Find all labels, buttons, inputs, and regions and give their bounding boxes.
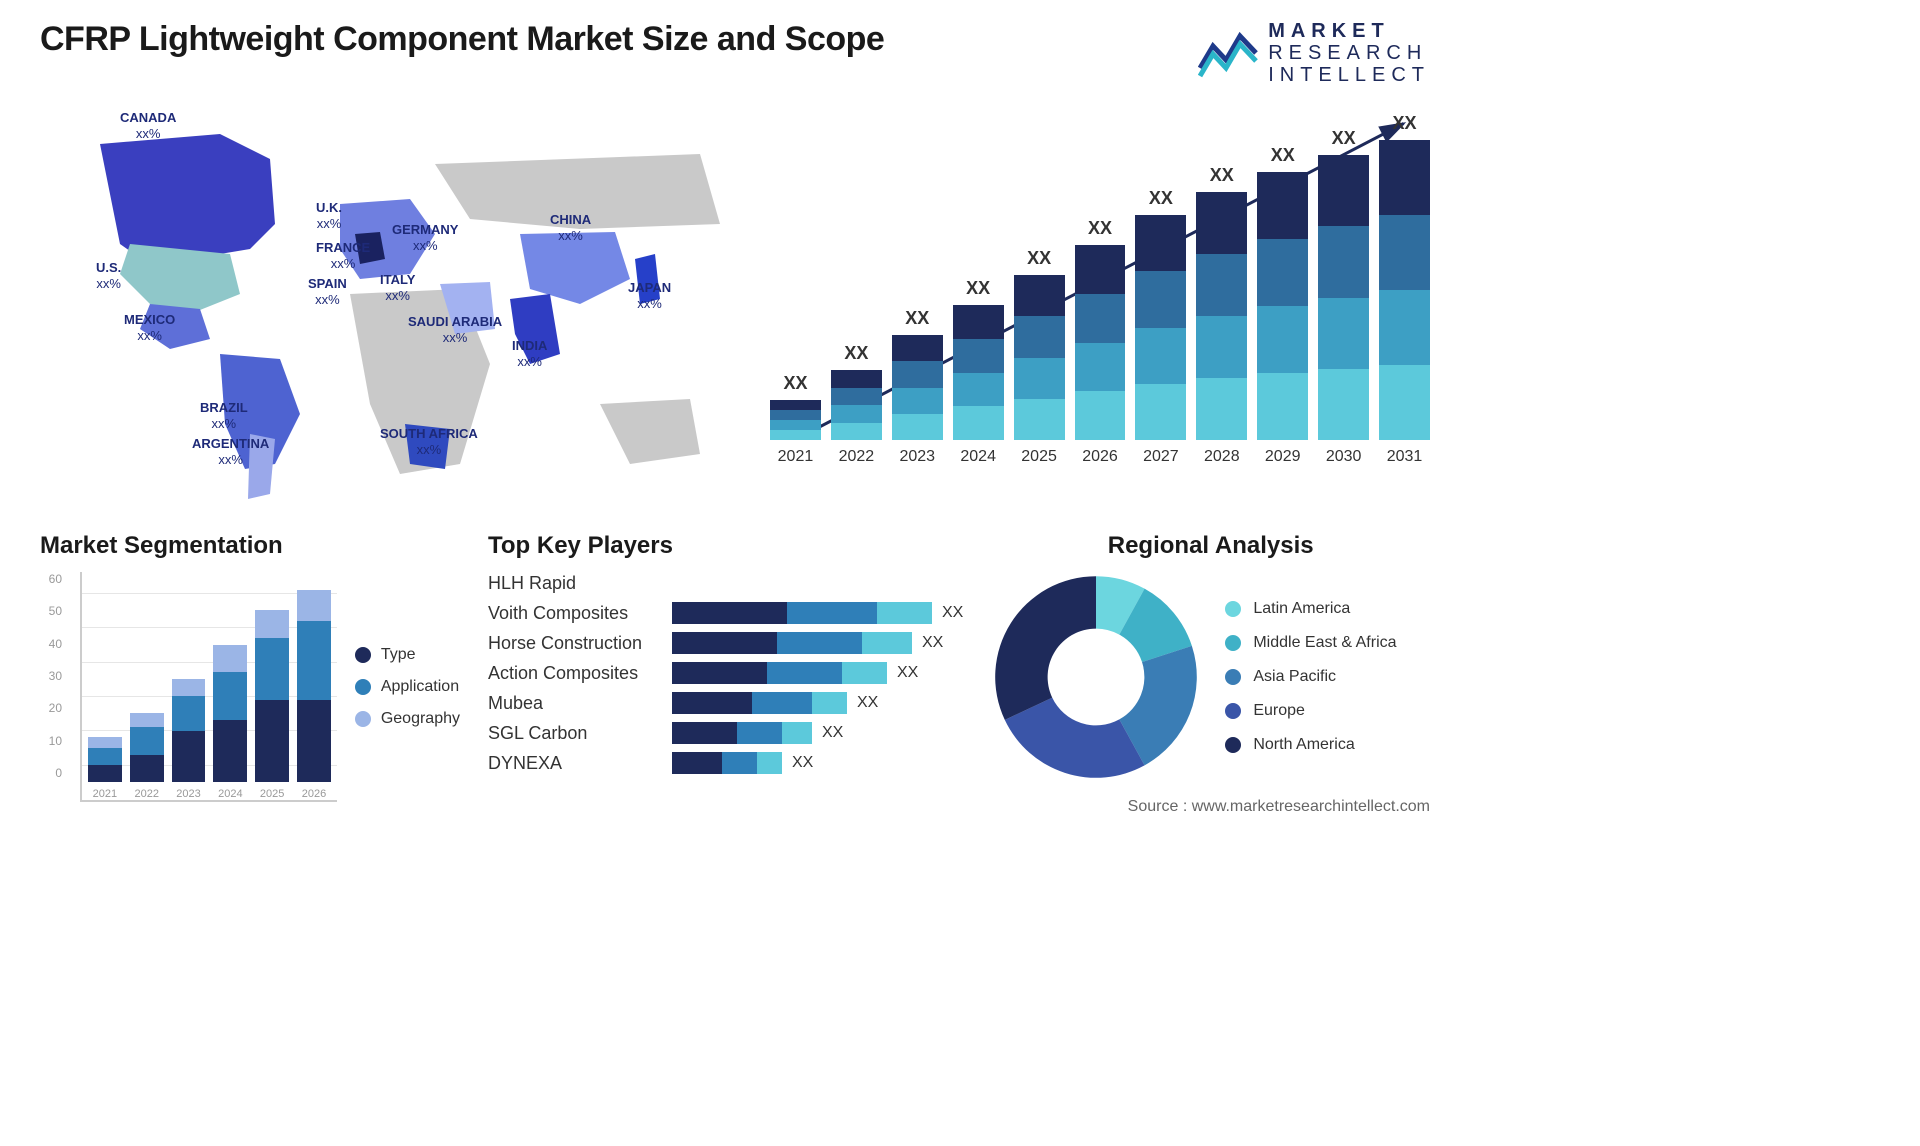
donut-slice (996, 576, 1097, 720)
legend-item: Asia Pacific (1225, 668, 1396, 686)
players-list: HLH Rapid Voith CompositesXX Horse Constru… (488, 572, 963, 774)
players-title: Top Key Players (488, 532, 963, 560)
map-label: SAUDI ARABIAxx% (408, 314, 502, 345)
map-label: CHINAxx% (550, 212, 591, 243)
segmentation-bar: 2025 (255, 610, 289, 800)
map-label: ARGENTINAxx% (192, 436, 269, 467)
source-attribution: Source : www.marketresearchintellect.com (1128, 798, 1430, 816)
growth-bar: XX2026 (1075, 218, 1126, 466)
map-label: BRAZILxx% (200, 400, 248, 431)
segmentation-bar: 2021 (88, 737, 122, 800)
player-row: Horse ConstructionXX (488, 632, 963, 654)
map-label: SPAINxx% (308, 276, 347, 307)
segmentation-bar: 2024 (213, 645, 247, 800)
growth-chart-panel: XX2021XX2022XX2023XX2024XX2025XX2026XX20… (770, 104, 1430, 494)
logo-text: MARKET RESEARCH INTELLECT (1268, 20, 1430, 86)
map-label: CANADAxx% (120, 110, 176, 141)
page-title: CFRP Lightweight Component Market Size a… (40, 20, 884, 59)
map-label: U.S.xx% (96, 260, 121, 291)
player-row: HLH Rapid (488, 572, 963, 594)
regional-title: Regional Analysis (991, 532, 1430, 560)
segmentation-panel: Market Segmentation 6050403020100 202120… (40, 532, 460, 802)
map-label: MEXICOxx% (124, 312, 175, 343)
legend-item: Type (355, 646, 460, 664)
map-label: JAPANxx% (628, 280, 671, 311)
map-label: FRANCExx% (316, 240, 370, 271)
regional-panel: Regional Analysis Latin America Middle Ea… (991, 532, 1430, 802)
map-label: ITALYxx% (380, 272, 415, 303)
map-region-au (600, 399, 700, 464)
regional-legend: Latin America Middle East & Africa Asia Pa… (1225, 600, 1396, 754)
segmentation-bar: 2022 (130, 713, 164, 800)
legend-item: Geography (355, 710, 460, 728)
map-label: INDIAxx% (512, 338, 547, 369)
legend-item: Application (355, 678, 460, 696)
growth-bar: XX2024 (953, 278, 1004, 466)
segmentation-y-axis: 6050403020100 (40, 572, 62, 802)
growth-bar: XX2028 (1196, 165, 1247, 466)
player-row: Voith CompositesXX (488, 602, 963, 624)
segmentation-legend: Type Application Geography (355, 572, 460, 802)
segmentation-bar: 2023 (172, 679, 206, 800)
world-map-panel: CANADAxx% U.S.xx%MEXICOxx% BRAZILxx% ARGENT… (40, 104, 740, 504)
growth-bar: XX2030 (1318, 128, 1369, 466)
growth-bar: XX2029 (1257, 145, 1308, 466)
map-label: GERMANYxx% (392, 222, 458, 253)
growth-bar: XX2022 (831, 343, 882, 466)
segmentation-bar: 2026 (297, 590, 331, 800)
player-row: MubeaXX (488, 692, 963, 714)
legend-item: North America (1225, 736, 1396, 754)
player-row: SGL CarbonXX (488, 722, 963, 744)
legend-item: Europe (1225, 702, 1396, 720)
growth-bar: XX2027 (1135, 188, 1186, 466)
legend-item: Latin America (1225, 600, 1396, 618)
growth-bar: XX2023 (892, 308, 943, 466)
map-region-us (120, 244, 240, 314)
regional-donut (991, 572, 1201, 782)
growth-bar-chart: XX2021XX2022XX2023XX2024XX2025XX2026XX20… (770, 104, 1430, 494)
key-players-panel: Top Key Players HLH Rapid Voith Composite… (488, 532, 963, 802)
logo-icon (1198, 28, 1258, 78)
player-row: DYNEXAXX (488, 752, 963, 774)
growth-bar: XX2021 (770, 373, 821, 466)
segmentation-bars: 202120222023202420252026 (80, 572, 337, 802)
header: CFRP Lightweight Component Market Size a… (40, 20, 1430, 86)
player-row: Action CompositesXX (488, 662, 963, 684)
growth-bar: XX2031 (1379, 113, 1430, 466)
growth-bar: XX2025 (1014, 248, 1065, 466)
legend-item: Middle East & Africa (1225, 634, 1396, 652)
map-label: SOUTH AFRICAxx% (380, 426, 478, 457)
segmentation-title: Market Segmentation (40, 532, 460, 560)
brand-logo: MARKET RESEARCH INTELLECT (1198, 20, 1430, 86)
map-label: U.K.xx% (316, 200, 342, 231)
